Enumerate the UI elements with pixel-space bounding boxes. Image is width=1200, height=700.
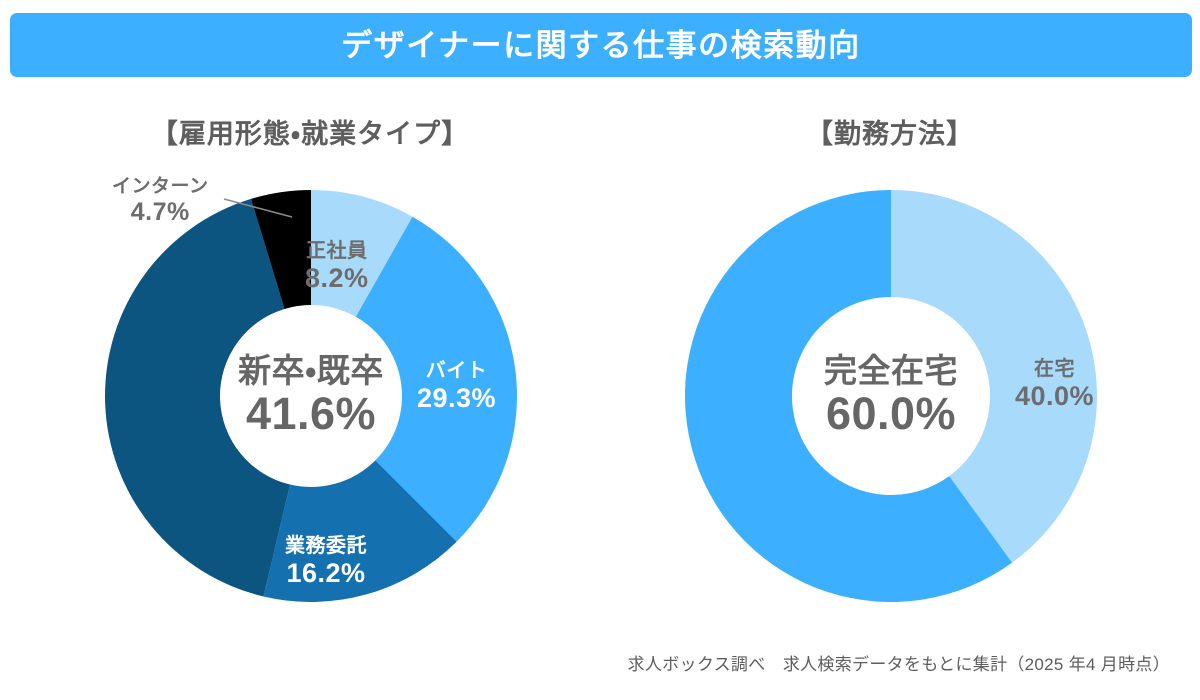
source-note: 求人ボックス調べ 求人検索データをもとに集計（2025 年4 月時点） [627, 655, 1170, 674]
slice-3 [105, 198, 291, 597]
slice-2 [263, 460, 457, 602]
header-banner: デザイナーに関する仕事の検索動向 [10, 13, 1192, 77]
chart-panel-work-style: 【勤務方法】 完全在宅 60.0% [590, 77, 1190, 637]
slice-4 [251, 190, 311, 309]
donut-chart-work-style: 完全在宅 60.0% [685, 190, 1097, 602]
slice-1 [355, 216, 517, 542]
chart-title-left: 【雇用形態・就業タイプ】 [150, 119, 470, 149]
charts-area: 【雇用形態・就業タイプ】 新卒・既卒 41.6% 【勤務方法】 完全在宅 60.… [0, 77, 1200, 637]
donut-chart-employment-type: 新卒・既卒 41.6% [105, 190, 517, 602]
chart-title-right: 【勤務方法】 [806, 119, 974, 149]
donut-svg-left [105, 190, 517, 602]
chart-panel-employment-type: 【雇用形態・就業タイプ】 新卒・既卒 41.6% [10, 77, 610, 637]
donut-svg-right [685, 190, 1097, 602]
page-title: デザイナーに関する仕事の検索動向 [341, 27, 861, 63]
slice-0 [311, 190, 413, 317]
slice-1 [685, 190, 1013, 602]
slice-0 [891, 190, 1097, 563]
